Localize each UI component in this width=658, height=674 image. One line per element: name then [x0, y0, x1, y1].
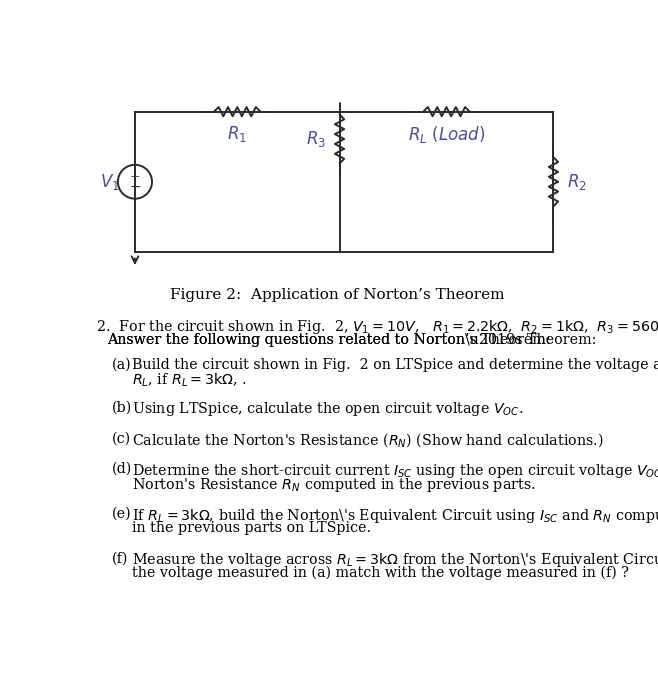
Text: $R_3$: $R_3$ — [305, 129, 326, 149]
Text: +: + — [130, 171, 140, 183]
Text: 2.  For the circuit shown in Fig.  2, $V_1 = 10V$,   $R_1 = 2.2\mathrm{k}\Omega$: 2. For the circuit shown in Fig. 2, $V_1… — [96, 318, 658, 336]
Text: $R_1$: $R_1$ — [227, 124, 247, 144]
Text: (d): (d) — [112, 462, 132, 476]
Text: $R_2$: $R_2$ — [567, 172, 587, 191]
Text: the voltage measured in (a) match with the voltage measured in (f) ?: the voltage measured in (a) match with t… — [132, 565, 629, 580]
Text: in the previous parts on LTSpice.: in the previous parts on LTSpice. — [132, 520, 371, 534]
Text: Calculate the Norton's Resistance ($R_N$) (Show hand calculations.): Calculate the Norton's Resistance ($R_N$… — [132, 431, 603, 449]
Text: If $R_L = 3\mathrm{k}\Omega$, build the Norton\'s Equivalent Circuit using $I_{S: If $R_L = 3\mathrm{k}\Omega$, build the … — [132, 507, 658, 524]
Text: (b): (b) — [112, 400, 132, 415]
Text: Answer the following questions related to Norton’s Theorem:: Answer the following questions related t… — [107, 333, 551, 346]
Text: Determine the short-circuit current $I_{SC}$ using the open circuit voltage $V_{: Determine the short-circuit current $I_{… — [132, 462, 658, 480]
Text: −: − — [129, 180, 141, 194]
Text: Using LTSpice, calculate the open circuit voltage $V_{OC}$.: Using LTSpice, calculate the open circui… — [132, 400, 523, 419]
Text: Build the circuit shown in Fig.  2 on LTSpice and determine the voltage across: Build the circuit shown in Fig. 2 on LTS… — [132, 358, 658, 372]
Text: $V_1$: $V_1$ — [100, 172, 120, 191]
Text: $R_L$, if $R_L = 3\mathrm{k}\Omega$, .: $R_L$, if $R_L = 3\mathrm{k}\Omega$, . — [132, 372, 247, 390]
Text: (f): (f) — [112, 551, 128, 565]
Text: (e): (e) — [112, 507, 132, 521]
Text: Answer the following questions related to Norton\u2019s Theorem:: Answer the following questions related t… — [107, 333, 597, 346]
Text: $R_L$ $(Load)$: $R_L$ $(Load)$ — [408, 124, 486, 145]
Text: (a): (a) — [112, 358, 132, 372]
Text: (c): (c) — [112, 431, 131, 446]
Text: Measure the voltage across $R_L = 3\mathrm{k}\Omega$ from the Norton\'s Equivale: Measure the voltage across $R_L = 3\math… — [132, 551, 658, 570]
Text: Figure 2:  Application of Norton’s Theorem: Figure 2: Application of Norton’s Theore… — [170, 288, 505, 302]
Text: Norton's Resistance $R_N$ computed in the previous parts.: Norton's Resistance $R_N$ computed in th… — [132, 476, 536, 494]
